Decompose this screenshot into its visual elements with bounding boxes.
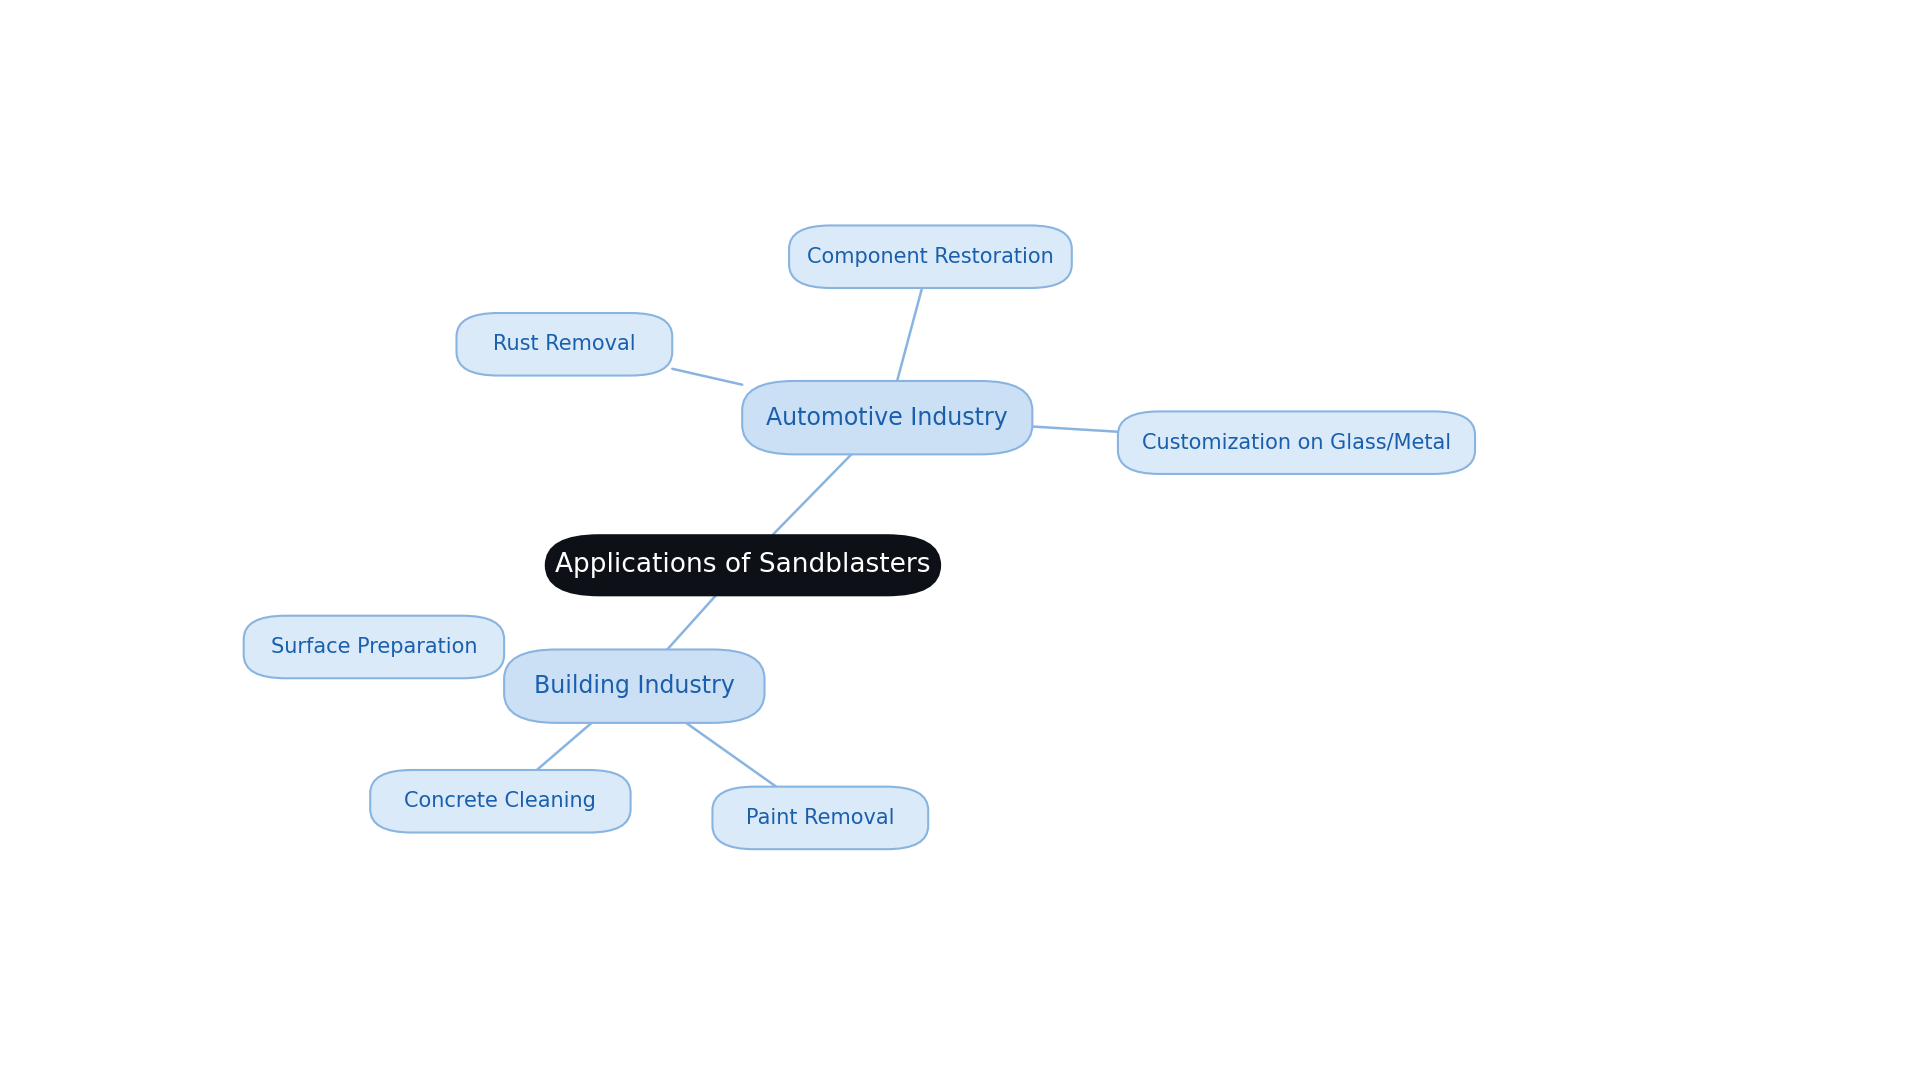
FancyBboxPatch shape <box>712 786 927 849</box>
Text: Customization on Glass/Metal: Customization on Glass/Metal <box>1142 433 1452 453</box>
FancyBboxPatch shape <box>545 535 941 596</box>
FancyBboxPatch shape <box>371 770 630 833</box>
Text: Component Restoration: Component Restoration <box>806 247 1054 266</box>
Text: Automotive Industry: Automotive Industry <box>766 406 1008 430</box>
Text: Building Industry: Building Industry <box>534 675 735 699</box>
FancyBboxPatch shape <box>789 225 1071 288</box>
FancyBboxPatch shape <box>457 313 672 376</box>
Text: Surface Preparation: Surface Preparation <box>271 637 478 657</box>
Text: Applications of Sandblasters: Applications of Sandblasters <box>555 552 931 578</box>
Text: Concrete Cleaning: Concrete Cleaning <box>405 792 597 811</box>
Text: Rust Removal: Rust Removal <box>493 335 636 354</box>
FancyBboxPatch shape <box>1117 412 1475 474</box>
FancyBboxPatch shape <box>743 381 1033 455</box>
Text: Paint Removal: Paint Removal <box>747 808 895 827</box>
FancyBboxPatch shape <box>505 650 764 722</box>
FancyBboxPatch shape <box>244 616 505 678</box>
